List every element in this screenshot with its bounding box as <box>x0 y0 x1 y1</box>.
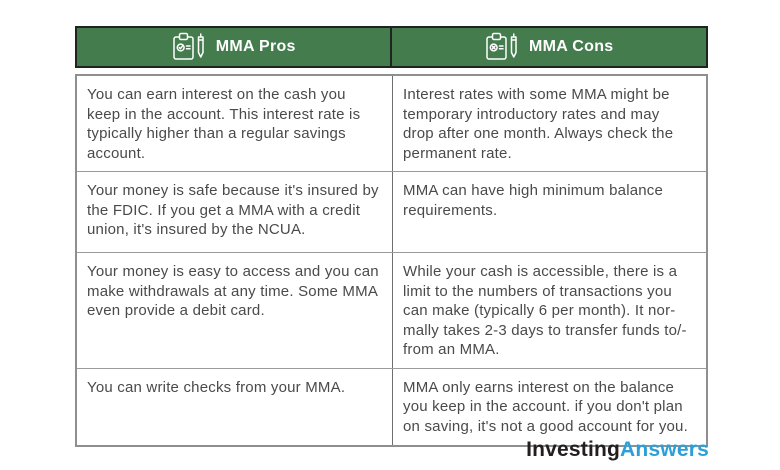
header-cell-pros: MMA Pros <box>77 28 392 66</box>
logo-text-answers: Answers <box>620 438 709 461</box>
table-header-row: MMA Pros MMA Cons <box>75 26 708 68</box>
table-body: You can earn interest on the cash you ke… <box>75 74 708 447</box>
table-row: You can write checks from your MMA. MMA … <box>77 368 706 445</box>
pro-cell: Your money is safe because it's insured … <box>87 182 379 238</box>
header-cell-cons: MMA Cons <box>392 28 707 66</box>
clipboard-check-pencil-icon <box>171 31 207 63</box>
con-cell: MMA only earns interest on the balance y… <box>392 368 706 445</box>
cons-header-label: MMA Cons <box>529 38 614 55</box>
table-row: Your money is safe because it's insured … <box>77 172 706 253</box>
table-row: Your money is easy to access and you can… <box>77 253 706 369</box>
investing-answers-logo: InvestingAnswers <box>526 438 709 462</box>
clipboard-x-pencil-icon <box>484 31 520 63</box>
con-cell: While your cash is accessible, there is … <box>392 253 706 368</box>
table-row: You can earn interest on the cash you ke… <box>77 76 706 172</box>
pro-cell: You can earn interest on the cash you ke… <box>87 86 361 162</box>
pro-cell: You can write checks from your MMA. <box>87 378 346 396</box>
mma-comparison-table: MMA Pros MMA Cons You can earn <box>75 26 708 447</box>
pros-header-label: MMA Pros <box>215 38 296 55</box>
con-cell: MMA can have high minimum balance requir… <box>392 172 706 252</box>
pro-cell: Your money is easy to access and you can… <box>87 263 379 319</box>
logo-text-investing: Investing <box>526 438 621 461</box>
con-cell: Interest rates with some MMA might be te… <box>392 76 706 171</box>
